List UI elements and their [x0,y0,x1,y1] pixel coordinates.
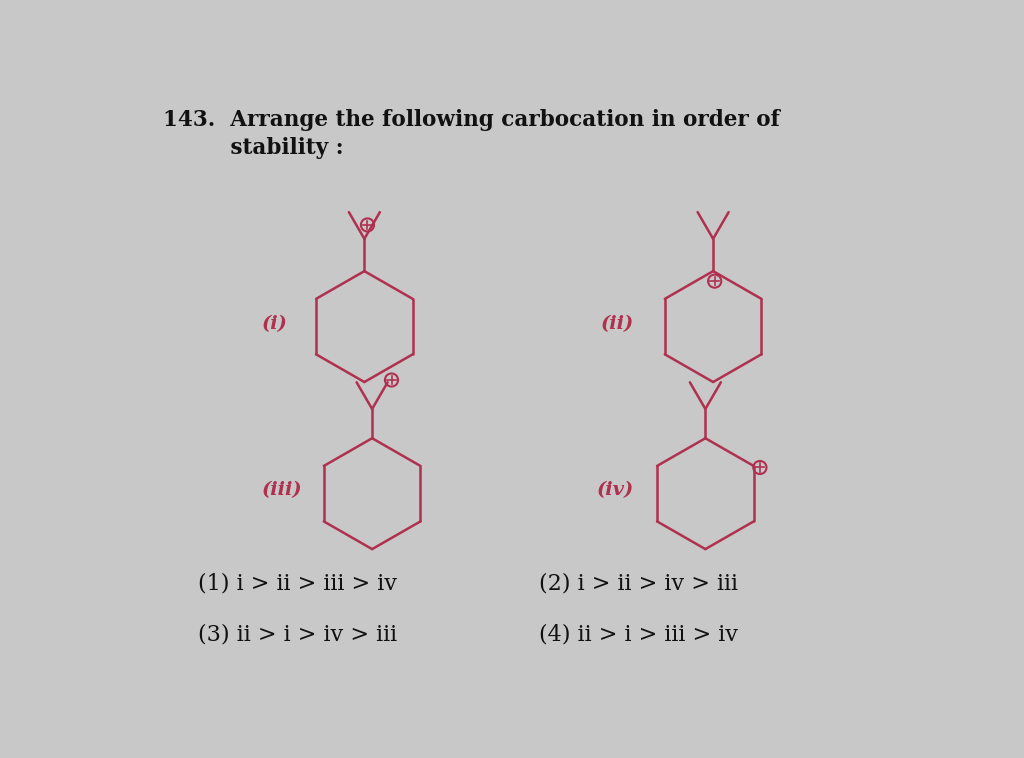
Text: (i): (i) [261,315,287,334]
Text: (4) ii > i > iii > iv: (4) ii > i > iii > iv [539,624,737,646]
Text: 143.  Arrange the following carbocation in order of: 143. Arrange the following carbocation i… [163,108,779,130]
Text: (1) i > ii > iii > iv: (1) i > ii > iii > iv [198,573,396,595]
Text: (ii): (ii) [601,315,634,334]
Text: (3) ii > i > iv > iii: (3) ii > i > iv > iii [198,624,397,646]
Text: (iii): (iii) [261,481,302,499]
Text: stability :: stability : [163,137,343,159]
Text: (2) i > ii > iv > iii: (2) i > ii > iv > iii [539,573,737,595]
Text: (iv): (iv) [597,481,634,499]
